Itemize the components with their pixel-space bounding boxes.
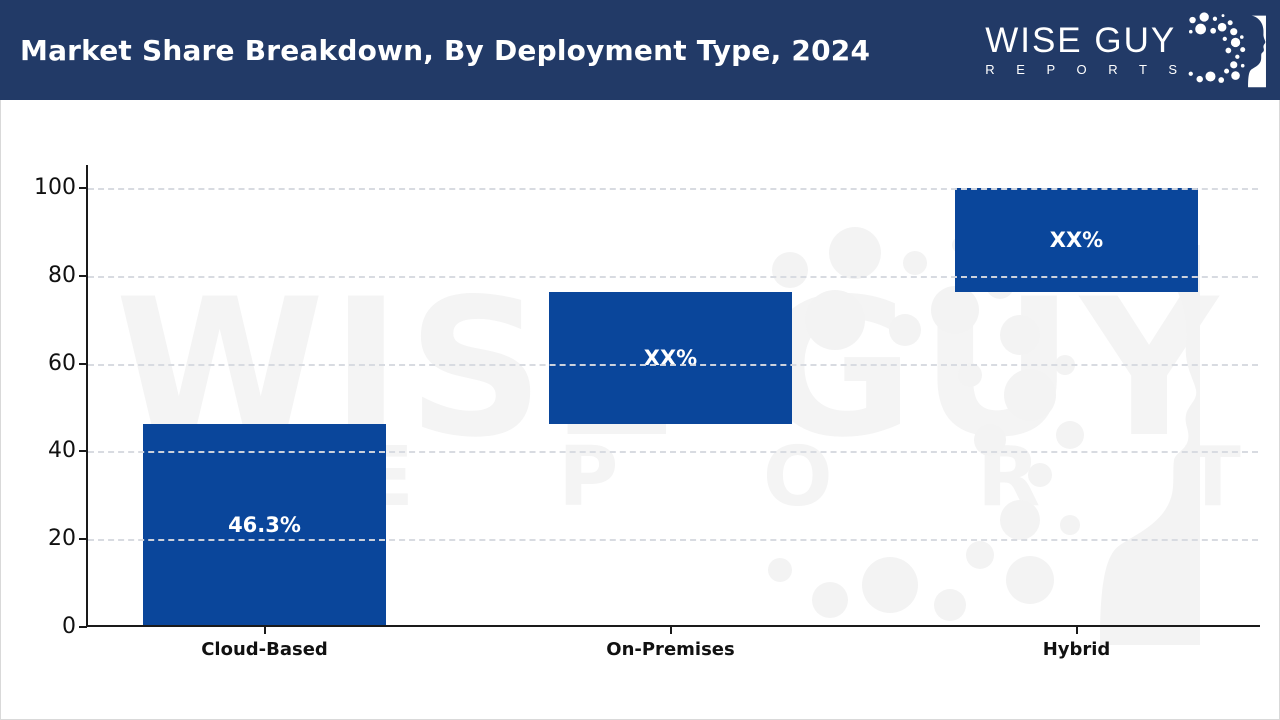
y-tick-label: 60 [48,350,76,376]
y-tick-mark [79,450,87,453]
brand-logo: WISE GUY R E P O R T S [985,11,1280,89]
bar-value-label: 46.3% [228,513,301,538]
gridline-40 [88,451,1258,454]
brand-logo-text: WISE GUY R E P O R T S [985,23,1186,77]
y-tick-mark [79,274,87,277]
plot-area: 46.3% XX% XX% [88,165,1258,627]
bar-on-premises: XX% [549,292,792,424]
dotted-head-icon [1188,11,1266,87]
y-tick-mark [79,538,87,541]
brand-name: WISE GUY [985,21,1177,60]
y-tick-mark [79,362,87,365]
x-tick-mark [669,627,672,634]
header-bar: Market Share Breakdown, By Deployment Ty… [0,0,1280,100]
bar-value-label: XX% [643,345,698,370]
x-tick-mark [1075,627,1078,634]
y-tick-label: 80 [48,262,76,288]
x-axis-line [86,625,1260,627]
category-label: On-Premises [606,639,735,660]
y-tick-mark [79,626,87,628]
category-label: Cloud-Based [201,639,328,660]
y-tick-label: 100 [34,175,76,200]
y-axis-line [86,165,88,627]
y-tick-label: 40 [48,438,76,464]
brand-subtitle: R E P O R T S [985,62,1186,77]
y-tick-label: 20 [48,526,76,552]
bar-cloud-based: 46.3% [143,423,386,627]
gridline-60 [88,363,1258,366]
y-tick-mark [79,187,87,189]
gridline-100 [88,188,1258,190]
gridline-80 [88,275,1258,278]
x-tick-mark [263,627,266,634]
page-title: Market Share Breakdown, By Deployment Ty… [20,33,871,67]
y-tick-label: 0 [62,614,76,639]
category-label: Hybrid [1042,639,1111,660]
gridline-20 [88,539,1258,542]
bar-hybrid: XX% [955,188,1198,293]
bar-value-label: XX% [1049,228,1104,253]
